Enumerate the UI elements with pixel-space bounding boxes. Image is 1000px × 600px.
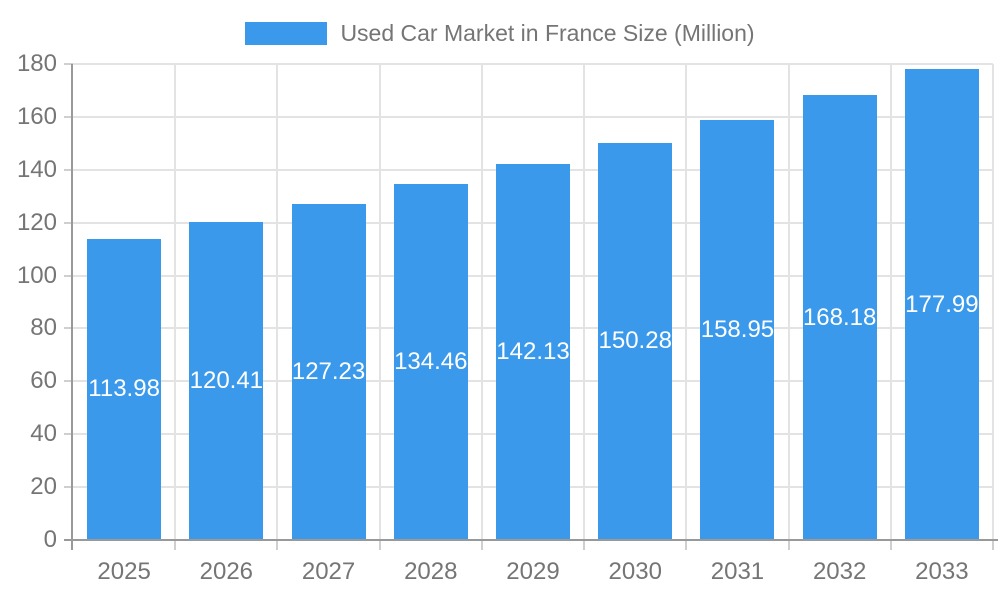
- legend-title: Used Car Market in France Size (Million): [340, 20, 755, 46]
- x-axis-label: 2032: [812, 558, 867, 585]
- bar-2025: [87, 238, 162, 540]
- x-axis-label: 2028: [404, 558, 458, 585]
- bar-value-label: 120.41: [189, 366, 264, 394]
- y-axis-tick-label: 80: [30, 314, 57, 342]
- gridline-vertical: [889, 64, 892, 540]
- x-axis-label: 2026: [199, 558, 254, 585]
- x-axis-tick: [583, 540, 586, 550]
- bar-value-label: 158.95: [700, 315, 775, 343]
- bar-value-label: 127.23: [291, 357, 366, 385]
- bar-value-label: 142.13: [496, 338, 570, 366]
- y-axis-tick-label: 120: [16, 208, 57, 236]
- gridline-vertical: [685, 64, 688, 540]
- x-axis-line: [64, 539, 998, 541]
- x-axis-label: 2027: [301, 558, 356, 585]
- bar-2032: [802, 95, 877, 540]
- x-axis-tick: [378, 540, 381, 550]
- y-axis-tick: [64, 486, 73, 489]
- bar-value-label: 113.98: [88, 375, 160, 403]
- x-axis-tick: [685, 540, 688, 550]
- x-axis-label: 2025: [97, 558, 151, 585]
- x-axis-tick: [174, 540, 177, 550]
- bar-value-label: 168.18: [802, 303, 877, 331]
- y-axis-tick-label: 140: [16, 155, 57, 183]
- x-axis-label: 2030: [608, 558, 662, 585]
- y-axis-tick-label: 180: [16, 50, 57, 77]
- bar-value-label: 177.99: [905, 290, 979, 318]
- y-axis-tick-label: 60: [30, 367, 57, 395]
- y-axis-tick: [64, 327, 73, 330]
- x-axis-tick: [992, 540, 994, 550]
- bar-2031: [700, 119, 775, 540]
- bar-2030: [598, 142, 673, 540]
- gridline-vertical: [276, 64, 279, 540]
- y-axis-tick: [64, 380, 73, 383]
- y-axis-tick-label: 160: [16, 102, 57, 130]
- bar-2027: [291, 203, 366, 540]
- bar-value-label: 134.46: [394, 348, 468, 376]
- gridline-horizontal: [73, 63, 993, 65]
- bar-2029: [496, 164, 570, 540]
- y-axis-tick: [64, 433, 73, 436]
- x-axis-tick: [889, 540, 892, 550]
- gridline-horizontal: [73, 115, 993, 118]
- chart-legend: Used Car Market in France Size (Million): [0, 21, 1000, 46]
- y-axis-tick: [64, 221, 73, 224]
- bar-2028: [393, 184, 468, 540]
- bar-2033: [904, 69, 979, 540]
- x-axis-tick: [276, 540, 279, 550]
- bar-2026: [189, 221, 264, 540]
- y-axis-line: [71, 64, 73, 550]
- x-axis-label: 2031: [710, 558, 765, 585]
- y-axis-tick-label: 100: [16, 261, 57, 289]
- gridline-vertical: [174, 64, 177, 540]
- y-axis-tick: [64, 115, 73, 118]
- bar-value-label: 150.28: [598, 327, 672, 355]
- gridline-vertical: [480, 64, 483, 540]
- x-axis-label: 2033: [915, 558, 969, 585]
- y-axis-tick: [64, 168, 73, 171]
- gridline-vertical: [378, 64, 381, 540]
- legend-swatch: [245, 22, 328, 45]
- x-axis-tick: [480, 540, 483, 550]
- gridline-vertical: [992, 64, 994, 540]
- gridline-vertical: [787, 64, 790, 540]
- y-axis-tick-label: 20: [30, 473, 57, 501]
- y-axis-tick: [64, 63, 73, 65]
- y-axis-tick-label: 0: [43, 526, 57, 553]
- x-axis-tick: [787, 540, 790, 550]
- y-axis-tick-label: 40: [30, 420, 57, 448]
- y-axis-tick: [64, 274, 73, 277]
- gridline-vertical: [583, 64, 586, 540]
- x-axis-label: 2029: [506, 558, 560, 585]
